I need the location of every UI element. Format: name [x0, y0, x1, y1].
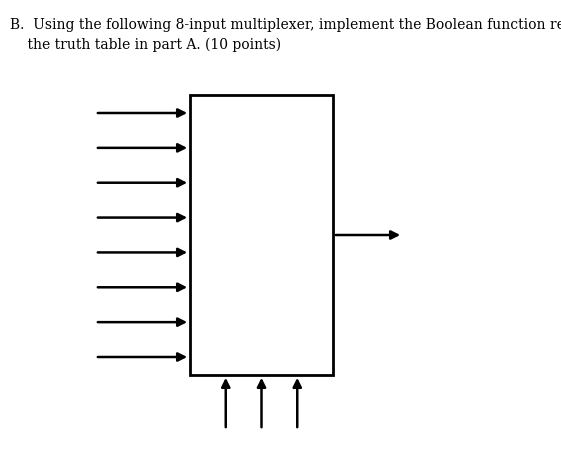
Text: B.  Using the following 8-input multiplexer, implement the Boolean function repr: B. Using the following 8-input multiplex…: [10, 18, 561, 32]
Text: the truth table in part A. (10 points): the truth table in part A. (10 points): [10, 38, 281, 53]
Bar: [190, 95, 333, 375]
